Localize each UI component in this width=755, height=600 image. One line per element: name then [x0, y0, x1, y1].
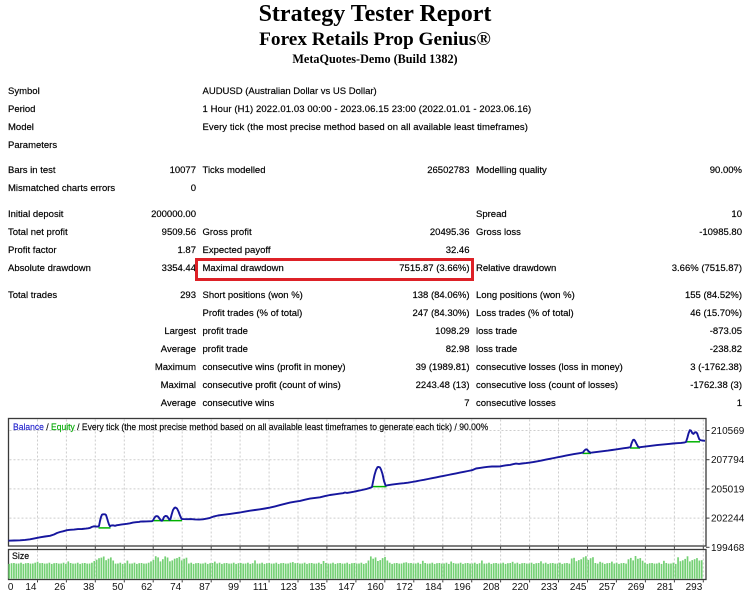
svg-text:99: 99 — [228, 582, 240, 593]
svg-text:199468: 199468 — [711, 543, 745, 554]
svg-text:257: 257 — [599, 582, 616, 593]
svg-text:147: 147 — [338, 582, 355, 593]
svg-text:184: 184 — [425, 582, 442, 593]
svg-text:233: 233 — [541, 582, 558, 593]
svg-text:207794: 207794 — [711, 455, 745, 466]
svg-text:245: 245 — [570, 582, 587, 593]
svg-text:14: 14 — [25, 582, 37, 593]
svg-text:135: 135 — [309, 582, 326, 593]
svg-text:172: 172 — [396, 582, 413, 593]
svg-text:74: 74 — [170, 582, 182, 593]
svg-text:160: 160 — [367, 582, 384, 593]
svg-text:293: 293 — [686, 582, 703, 593]
svg-text:208: 208 — [483, 582, 500, 593]
svg-text:0: 0 — [8, 582, 14, 593]
svg-text:210569: 210569 — [711, 426, 745, 437]
svg-text:38: 38 — [83, 582, 95, 593]
svg-text:26: 26 — [54, 582, 66, 593]
svg-text:50: 50 — [112, 582, 124, 593]
svg-text:205019: 205019 — [711, 484, 745, 495]
svg-text:196: 196 — [454, 582, 471, 593]
svg-text:281: 281 — [657, 582, 674, 593]
svg-text:62: 62 — [141, 582, 153, 593]
svg-text:111: 111 — [253, 582, 269, 593]
svg-text:87: 87 — [199, 582, 211, 593]
svg-text:220: 220 — [512, 582, 529, 593]
svg-text:123: 123 — [280, 582, 297, 593]
svg-text:269: 269 — [628, 582, 645, 593]
svg-text:202244: 202244 — [711, 514, 745, 525]
